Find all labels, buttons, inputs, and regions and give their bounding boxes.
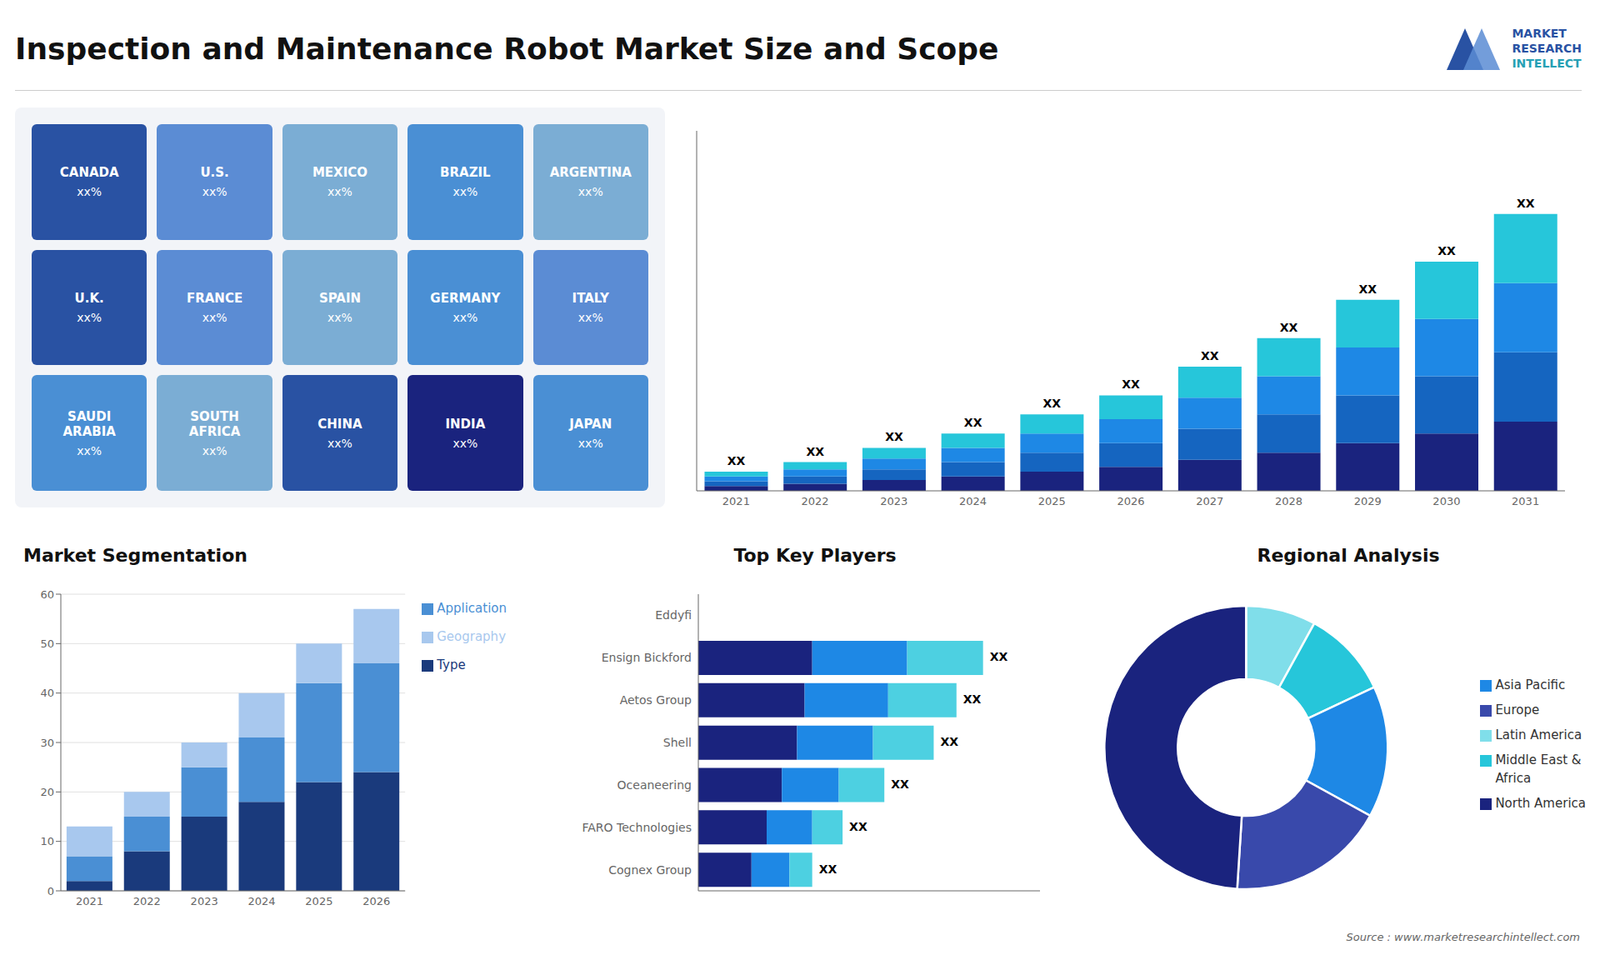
html-text:SAUDI ARABIA: SAUDI ARABIA xyxy=(62,408,116,439)
svg-text:2027: 2027 xyxy=(1195,495,1224,508)
svg-text:FARO Technologies: FARO Technologies xyxy=(582,820,692,835)
svg-text:20: 20 xyxy=(40,785,55,799)
svg-text:2029: 2029 xyxy=(1354,495,1382,508)
html-text:CHINA: CHINA xyxy=(317,416,363,432)
html-text:MARKET: MARKET xyxy=(1512,26,1567,40)
svg-text:XX: XX xyxy=(1516,196,1535,210)
html-text:RESEARCH: RESEARCH xyxy=(1512,41,1582,55)
svg-text:Aetos Group: Aetos Group xyxy=(620,693,692,707)
html-text:Regional Analysis: Regional Analysis xyxy=(1257,545,1440,566)
svg-text:XX: XX xyxy=(940,735,959,749)
html-text:Type: Type xyxy=(436,657,466,673)
svg-text:0: 0 xyxy=(47,885,55,898)
html-text:CANADA: CANADA xyxy=(59,165,119,181)
html-text:xx%: xx% xyxy=(327,185,353,199)
html-text:GERMANY: GERMANY xyxy=(430,290,501,306)
html-text:xx%: xx% xyxy=(452,310,478,325)
svg-text:XX: XX xyxy=(885,430,904,444)
svg-text:2030: 2030 xyxy=(1432,495,1460,508)
html-text:FRANCE: FRANCE xyxy=(186,290,243,306)
svg-text:XX: XX xyxy=(727,454,746,468)
html-text:xx%: xx% xyxy=(452,185,478,199)
svg-text:2026: 2026 xyxy=(1116,495,1145,508)
svg-text:Cognex Group: Cognex Group xyxy=(608,863,692,877)
svg-text:XX: XX xyxy=(1358,282,1377,296)
html-text:JAPAN: JAPAN xyxy=(569,416,612,432)
html-text:Application: Application xyxy=(436,600,507,616)
html-text:MEXICO: MEXICO xyxy=(312,165,368,181)
html-text:SPAIN: SPAIN xyxy=(319,290,361,306)
html-text:SOUTH AFRICA: SOUTH AFRICA xyxy=(189,408,241,439)
html-text:xx%: xx% xyxy=(327,436,353,450)
svg-text:2031: 2031 xyxy=(1511,495,1540,508)
svg-text:2026: 2026 xyxy=(362,895,390,908)
svg-text:40: 40 xyxy=(40,686,55,700)
svg-text:60: 60 xyxy=(40,588,55,601)
html-text:Middle East & Africa: Middle East & Africa xyxy=(1495,752,1582,786)
html-text:xx%: xx% xyxy=(578,310,604,325)
html-text:ARGENTINA: ARGENTINA xyxy=(549,165,632,181)
svg-text:Ensign Bickford: Ensign Bickford xyxy=(601,650,692,665)
svg-text:XX: XX xyxy=(1280,320,1299,335)
html-text:North America: North America xyxy=(1495,795,1586,811)
svg-text:50: 50 xyxy=(40,637,55,650)
svg-text:2024: 2024 xyxy=(959,495,987,508)
html-text:BRAZIL: BRAZIL xyxy=(440,165,491,181)
html-text:INDIA: INDIA xyxy=(445,416,486,432)
svg-text:Eddyfi: Eddyfi xyxy=(655,608,692,622)
svg-text:2023: 2023 xyxy=(880,495,908,508)
svg-text:2022: 2022 xyxy=(801,495,830,508)
svg-text:XX: XX xyxy=(1043,396,1062,410)
svg-text:XX: XX xyxy=(964,415,983,430)
html-text:INTELLECT: INTELLECT xyxy=(1512,56,1582,70)
html-text:U.S.: U.S. xyxy=(200,165,229,181)
svg-text:XX: XX xyxy=(1121,377,1140,391)
svg-text:XX: XX xyxy=(990,650,1009,664)
svg-text:2021: 2021 xyxy=(722,495,750,508)
svg-text:XX: XX xyxy=(849,820,868,834)
svg-text:XX: XX xyxy=(805,445,825,459)
svg-text:Shell: Shell xyxy=(663,735,692,750)
html-text:Market Segmentation: Market Segmentation xyxy=(23,545,248,566)
html-text:Source : www.marketresearchint: Source : www.marketresearchintellect.com xyxy=(1346,930,1580,944)
svg-text:2024: 2024 xyxy=(247,895,275,908)
html-text:Geography: Geography xyxy=(436,629,506,645)
html-text:xx%: xx% xyxy=(202,185,228,199)
svg-text:2021: 2021 xyxy=(75,895,104,908)
svg-text:2025: 2025 xyxy=(1038,495,1066,508)
html-text:Inspection and Maintenance Rob: Inspection and Maintenance Robot Market … xyxy=(15,31,999,66)
svg-text:XX: XX xyxy=(963,692,982,706)
html-text:xx%: xx% xyxy=(76,185,102,199)
html-text:xx%: xx% xyxy=(578,185,604,199)
svg-text:2022: 2022 xyxy=(133,895,161,908)
svg-text:Oceaneering: Oceaneering xyxy=(617,778,692,792)
html-text:ITALY: ITALY xyxy=(572,290,610,306)
html-text:xx%: xx% xyxy=(202,310,228,325)
svg-text:10: 10 xyxy=(40,835,55,848)
svg-text:XX: XX xyxy=(1200,349,1220,363)
html-text:xx%: xx% xyxy=(327,310,353,325)
html-text:xx%: xx% xyxy=(202,443,228,458)
svg-text:XX: XX xyxy=(890,777,910,791)
html-text:xx%: xx% xyxy=(578,436,604,450)
html-text:xx%: xx% xyxy=(76,443,102,458)
svg-text:2025: 2025 xyxy=(305,895,333,908)
html-text:xx%: xx% xyxy=(76,310,102,325)
svg-text:2023: 2023 xyxy=(190,895,219,908)
html-text:Top Key Players: Top Key Players xyxy=(733,545,897,566)
svg-text:XX: XX xyxy=(1437,244,1456,258)
html-text:Europe: Europe xyxy=(1495,702,1540,718)
html-text:Asia Pacific: Asia Pacific xyxy=(1495,677,1566,693)
html-text:xx%: xx% xyxy=(452,436,478,450)
svg-text:30: 30 xyxy=(40,736,55,750)
svg-text:XX: XX xyxy=(819,862,838,876)
svg-text:2028: 2028 xyxy=(1275,495,1303,508)
html-text:Latin America: Latin America xyxy=(1495,727,1582,743)
html-text:U.K.: U.K. xyxy=(74,290,104,306)
